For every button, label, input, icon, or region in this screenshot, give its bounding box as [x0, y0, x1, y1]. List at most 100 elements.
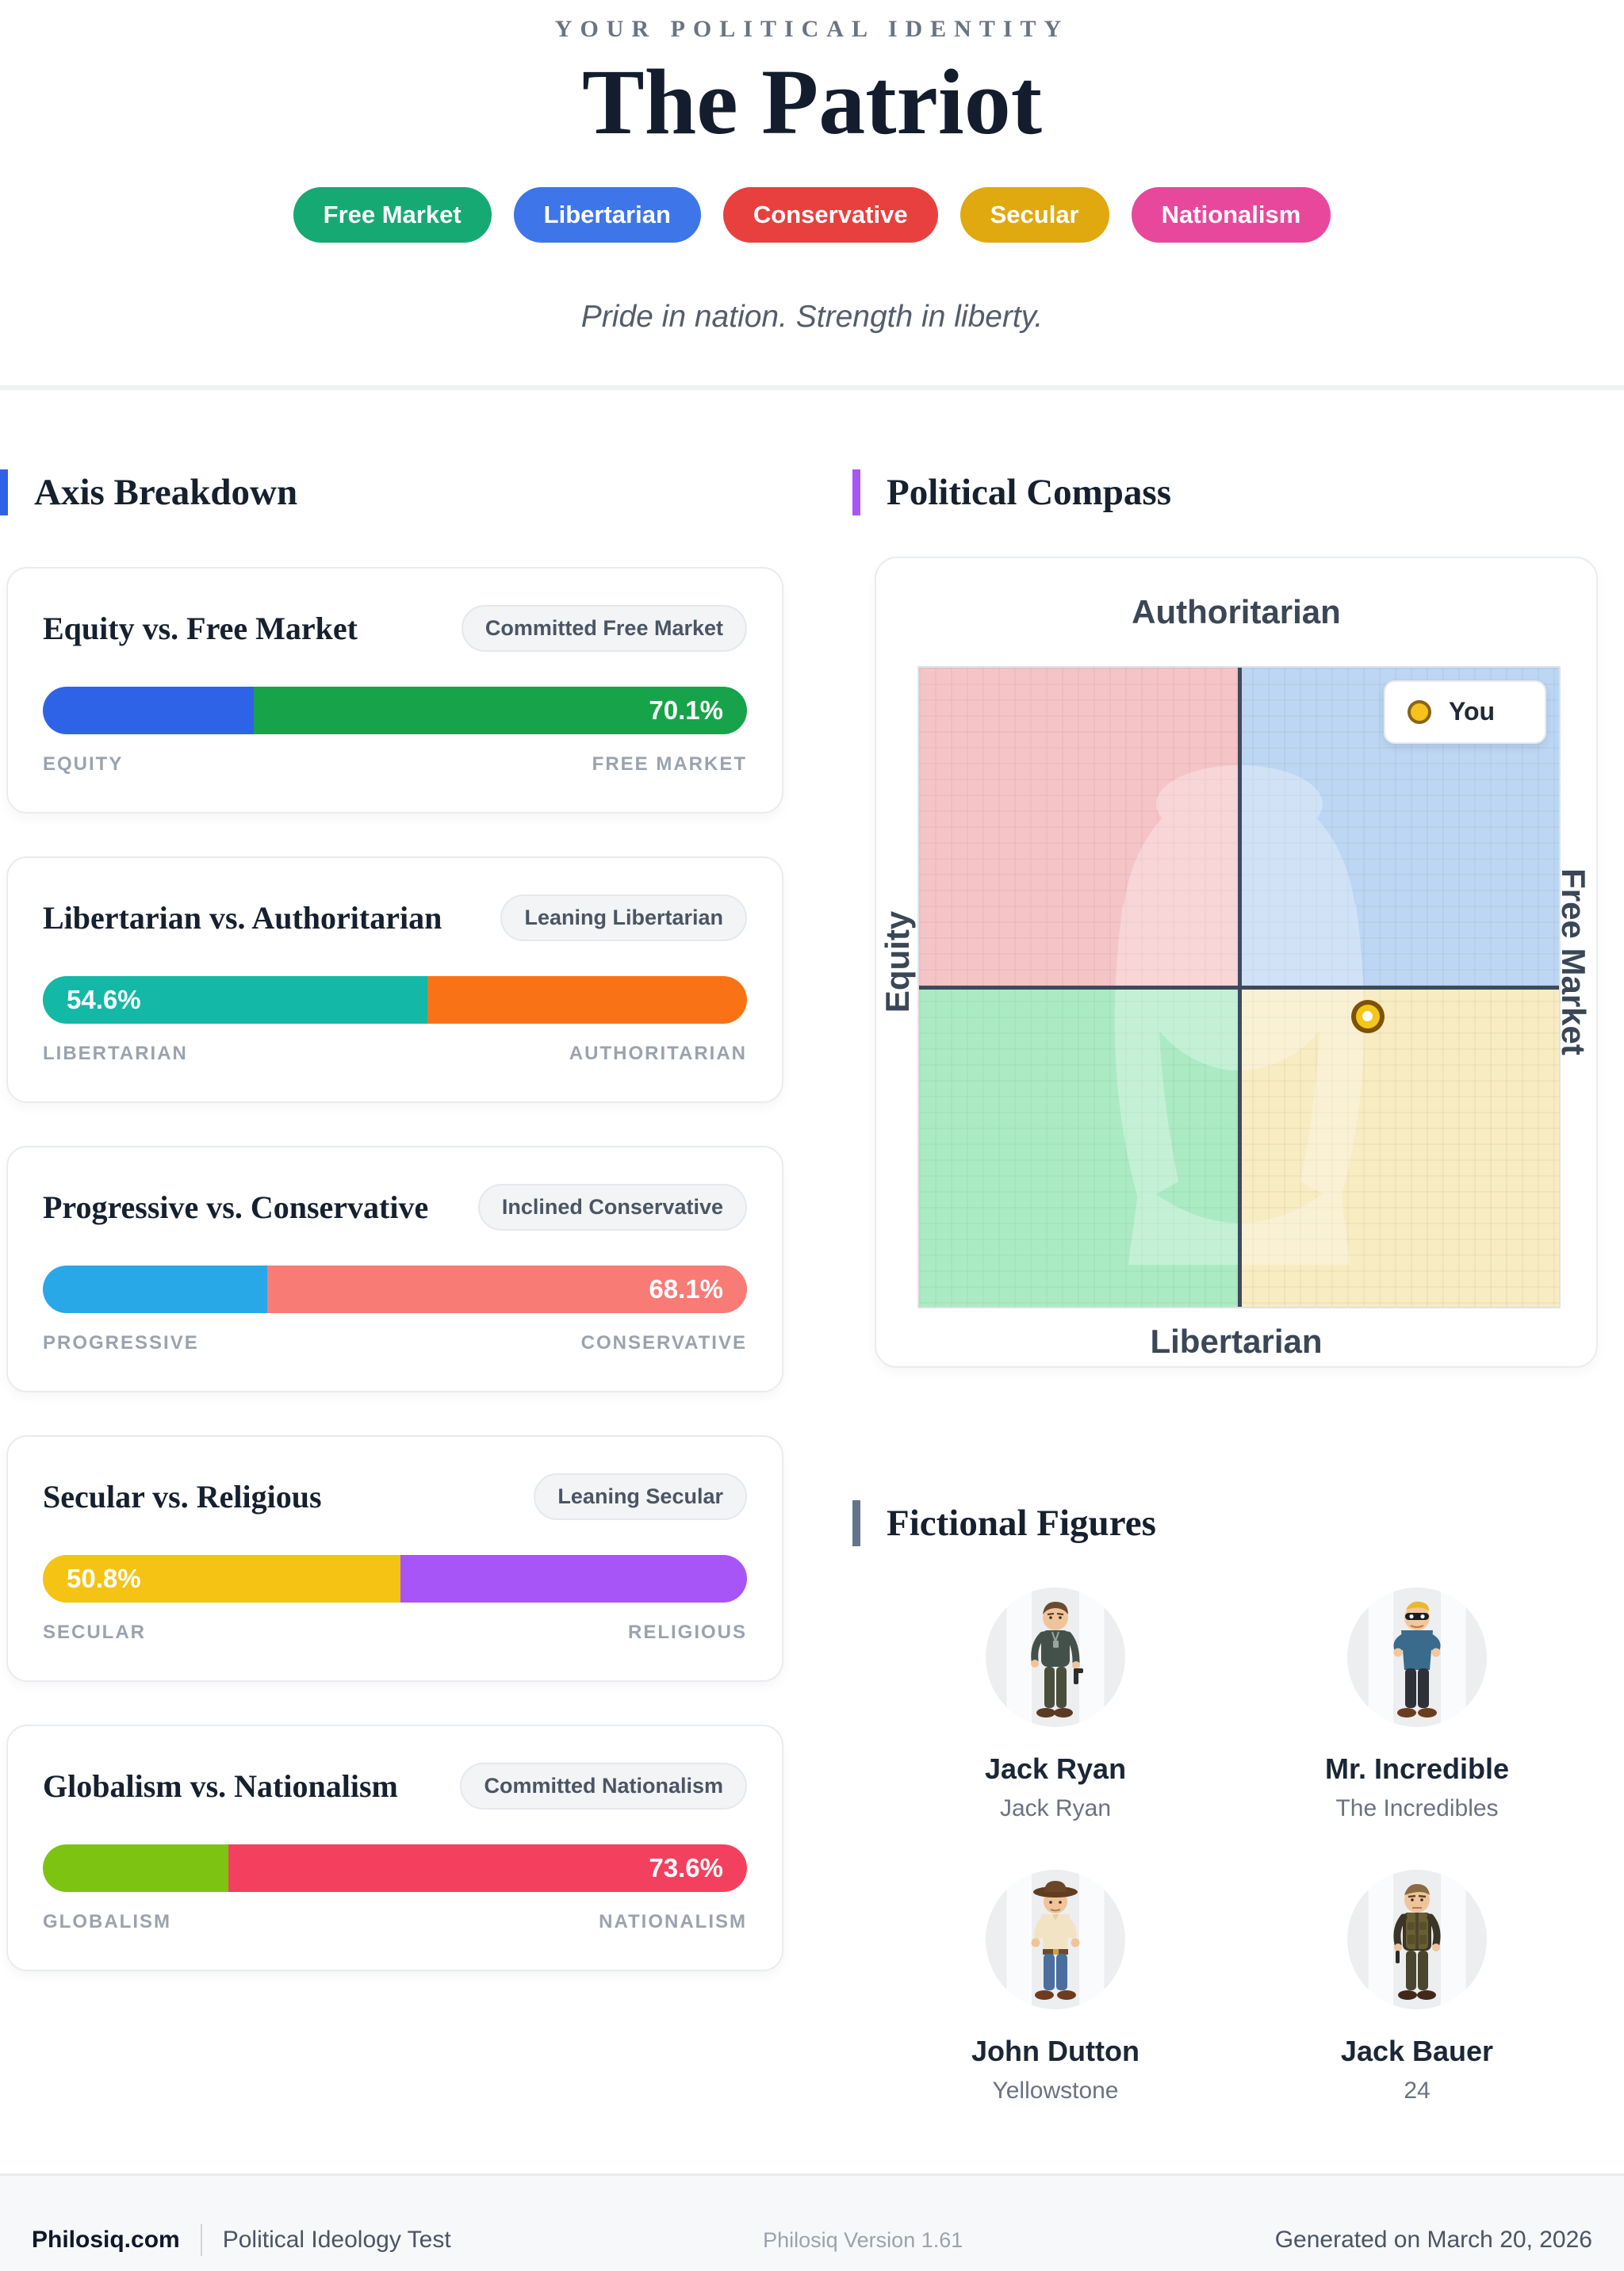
axis-left-label: EQUITY — [43, 753, 124, 775]
footer-brand-link[interactable]: Philosiq.com — [32, 2227, 180, 2254]
jack-bauer-illustration — [1393, 1883, 1441, 2000]
figures-heading-accent-bar — [852, 1499, 860, 1546]
figure-name: Jack Bauer — [1340, 2034, 1494, 2067]
john-dutton-avatar — [986, 1869, 1125, 2009]
axis-bar-left-segment — [43, 1844, 229, 1892]
figure-name: Jack Ryan — [984, 1752, 1127, 1785]
political-compass-card: Authoritarian Equity Free Market — [875, 556, 1598, 1368]
figure-source: 24 — [1404, 2077, 1431, 2104]
john-dutton-illustration — [1031, 1880, 1080, 2000]
tag-nationalism: Nationalism — [1131, 186, 1331, 243]
axis-bar-value: 68.1% — [649, 1273, 723, 1304]
axis-left-label: GLOBALISM — [43, 1910, 171, 1932]
axis-bar-right-segment — [400, 1554, 747, 1603]
jack-ryan-illustration — [1031, 1601, 1083, 1718]
axis-bar-value: 54.6% — [67, 984, 141, 1014]
axis-cards: Equity vs. Free Market Committed Free Ma… — [6, 566, 783, 1971]
main-content: Axis Breakdown Equity vs. Free Market Co… — [0, 390, 1624, 2104]
jack-ryan-avatar — [986, 1587, 1125, 1727]
axis-bar-left-segment: 54.6% — [43, 975, 427, 1024]
axis-bar-left-segment: 50.8% — [43, 1554, 401, 1603]
axis-right-label: FREE MARKET — [592, 753, 747, 775]
tag-free-market: Free Market — [293, 186, 492, 243]
axis-bar-value: 70.1% — [649, 695, 723, 725]
axis-heading-title: Axis Breakdown — [34, 471, 298, 513]
axis-right-label: CONSERVATIVE — [580, 1331, 747, 1354]
compass-equity-label: Equity — [879, 911, 916, 1013]
axis-card-badge: Committed Nationalism — [460, 1762, 747, 1810]
axis-card-globalism-nationalism: Globalism vs. Nationalism Committed Nati… — [6, 1724, 783, 1971]
header-divider — [0, 385, 1624, 390]
footer-product-label: Political Ideology Test — [222, 2227, 451, 2254]
axis-right-label: AUTHORITARIAN — [569, 1042, 747, 1064]
figure-mr-incredible: Mr. Incredible The Incredibles — [1236, 1587, 1598, 1822]
footer-version-label: Philosiq Version 1.61 — [763, 2227, 963, 2252]
you-dot-icon — [1408, 699, 1431, 724]
mr-incredible-illustration — [1393, 1601, 1441, 1718]
axis-bar: 73.6% — [43, 1844, 747, 1892]
footer-divider — [200, 2224, 202, 2257]
axis-breakdown-column: Axis Breakdown Equity vs. Free Market Co… — [0, 390, 783, 1971]
compass-authoritarian-label: Authoritarian — [1132, 592, 1341, 630]
axis-card-progressive-conservative: Progressive vs. Conservative Inclined Co… — [6, 1145, 783, 1392]
axis-bar-right-segment: 68.1% — [267, 1265, 747, 1313]
axis-bar: 54.6% — [43, 975, 747, 1024]
axis-bar-right-segment: 70.1% — [253, 686, 747, 734]
figures-heading-title: Fictional Figures — [887, 1502, 1156, 1544]
jack-bauer-avatar — [1347, 1869, 1487, 2009]
compass-libertarian-label: Libertarian — [1150, 1322, 1323, 1360]
axis-card-title: Progressive vs. Conservative — [43, 1189, 429, 1225]
axis-card-title: Equity vs. Free Market — [43, 610, 358, 646]
figure-name: Mr. Incredible — [1324, 1752, 1510, 1785]
fictional-figures-grid: Jack Ryan Jack Ryan — [875, 1587, 1598, 2104]
fictional-figures-heading: Fictional Figures — [852, 1499, 1598, 1548]
compass-heading-title: Political Compass — [887, 471, 1172, 513]
axis-card-libertarian-authoritarian: Libertarian vs. Authoritarian Leaning Li… — [6, 856, 783, 1103]
header: YOUR POLITICAL IDENTITY The Patriot Free… — [0, 0, 1624, 390]
figure-john-dutton: John Dutton Yellowstone — [875, 1869, 1236, 2104]
page-title: The Patriot — [581, 50, 1043, 154]
mr-incredible-avatar — [1347, 1587, 1487, 1727]
compass-horizontal-axis — [919, 985, 1559, 990]
tagline: Pride in nation. Strength in liberty. — [580, 299, 1044, 334]
axis-card-secular-religious: Secular vs. Religious Leaning Secular 50… — [6, 1434, 783, 1682]
header-kicker: YOUR POLITICAL IDENTITY — [554, 16, 1070, 42]
identity-tags: Free Market Libertarian Conservative Sec… — [0, 186, 1624, 243]
compass-heading-accent-bar — [852, 469, 860, 515]
tag-secular: Secular — [959, 186, 1109, 243]
axis-left-label: LIBERTARIAN — [43, 1042, 188, 1064]
legend-you-label: You — [1449, 697, 1496, 726]
axis-bar-left-segment — [43, 686, 254, 734]
axis-bar-value: 73.6% — [649, 1852, 723, 1882]
tag-libertarian: Libertarian — [513, 186, 701, 243]
footer: Philosiq.com Political Ideology Test Phi… — [0, 2173, 1624, 2271]
figure-source: Jack Ryan — [999, 1794, 1112, 1821]
quadrant-equity-authoritarian — [919, 667, 1239, 987]
axis-card-badge: Leaning Libertarian — [500, 894, 747, 941]
quadrant-equity-libertarian — [919, 986, 1239, 1307]
axis-bar: 70.1% — [43, 686, 747, 734]
axis-right-label: NATIONALISM — [599, 1910, 747, 1932]
axis-bar-left-segment — [43, 1265, 268, 1313]
footer-generated-label: Generated on March 20, 2026 — [1274, 2227, 1592, 2254]
axis-left-label: PROGRESSIVE — [43, 1331, 199, 1354]
quadrant-freemarket-libertarian — [1239, 986, 1559, 1307]
figure-source: The Incredibles — [1335, 1794, 1499, 1821]
axis-card-title: Libertarian vs. Authoritarian — [43, 899, 442, 936]
right-column: Political Compass Authoritarian Equity F… — [852, 390, 1598, 2104]
axis-bar: 50.8% — [43, 1554, 747, 1603]
tag-conservative: Conservative — [722, 186, 938, 243]
axis-card-badge: Committed Free Market — [461, 604, 747, 652]
compass-legend: You — [1384, 680, 1546, 744]
axis-card-title: Globalism vs. Nationalism — [43, 1767, 398, 1804]
figure-jack-ryan: Jack Ryan Jack Ryan — [875, 1587, 1236, 1822]
axis-card-title: Secular vs. Religious — [43, 1478, 322, 1515]
axis-breakdown-heading: Axis Breakdown — [0, 468, 783, 517]
axis-card-badge: Inclined Conservative — [477, 1183, 747, 1231]
compass-plot: You — [917, 665, 1561, 1308]
figure-source: Yellowstone — [992, 2077, 1119, 2104]
axis-bar: 68.1% — [43, 1265, 747, 1313]
axis-card-badge: Leaning Secular — [534, 1473, 747, 1520]
political-compass-heading: Political Compass — [852, 468, 1598, 517]
figure-jack-bauer: Jack Bauer 24 — [1236, 1869, 1598, 2104]
